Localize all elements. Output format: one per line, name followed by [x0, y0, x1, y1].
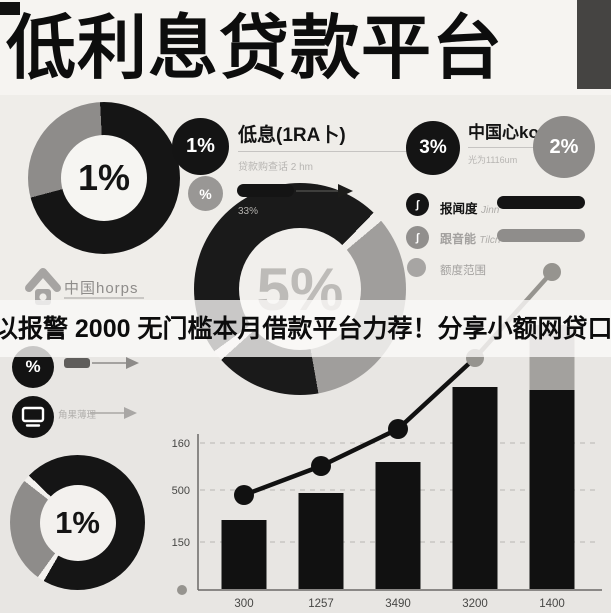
right-row-2-sub: Tilcn — [479, 235, 501, 246]
mid-title: 低息(1RA卜) — [238, 125, 346, 146]
right-row-1-label: 报闻度 — [440, 202, 478, 216]
monitor-row-label: 角果薄理 — [58, 410, 97, 421]
percent-row-bar — [64, 358, 90, 368]
right-row-1-sub: Jinn — [481, 205, 500, 216]
mid-title-underline — [238, 151, 413, 152]
right-percent-badge: 3% — [406, 121, 460, 175]
trend-point — [311, 456, 331, 476]
trend-point — [234, 485, 254, 505]
right-title-underline — [468, 147, 590, 148]
header-corner-chip — [0, 2, 20, 15]
monitor-icon — [21, 406, 45, 427]
x-tick-label: 300 — [234, 598, 253, 610]
axis-origin-dot — [177, 585, 187, 595]
top-left-donut-chart: 1% — [28, 102, 180, 254]
trend-point — [388, 419, 408, 439]
right-row-2-bar — [497, 229, 585, 242]
right-row-2: 跟音能 Tilcn — [440, 230, 500, 247]
brand-name: 中国horps — [64, 280, 139, 297]
right-row-1-bar — [497, 196, 585, 209]
headline-banner: 么样可以报警 2000 无门槛本月借款平台力荐！分享小额网贷口子2000 — [0, 300, 611, 357]
x-tick-label: 1257 — [308, 598, 334, 610]
bar — [221, 520, 267, 589]
bar — [298, 493, 344, 589]
monitor-circle — [12, 396, 54, 438]
person-icon: ʃ — [406, 193, 429, 216]
bottom-left-donut-value: 1% — [55, 504, 100, 540]
x-tick-label: 3200 — [462, 598, 488, 610]
right-row-1: 报闻度 Jinn — [440, 198, 499, 217]
bar — [375, 462, 421, 589]
x-tick-label: 3490 — [385, 598, 411, 610]
right-row-3: 额度范围 — [440, 265, 486, 277]
header-right-block — [577, 0, 611, 89]
brand-underline — [64, 297, 144, 299]
top-left-donut-value: 1% — [77, 157, 131, 198]
bottom-left-donut-chart: 1% — [10, 455, 145, 590]
person-gray-icon: ʃ — [406, 226, 429, 249]
bullet-dot-icon — [407, 258, 426, 277]
percent-arrow-head-icon — [126, 357, 139, 369]
y-tick-label: 160 — [172, 438, 190, 450]
right-row-2-label: 跟音能 — [440, 232, 477, 246]
mid-progress-bar — [237, 184, 294, 197]
mid-percent-badge: 1% — [172, 118, 229, 175]
mid-subtitle: 贷款购查话 2 hm — [238, 162, 314, 173]
headline-text: 么样可以报警 2000 无门槛本月借款平台力荐！分享小额网贷口子2000 — [0, 315, 611, 343]
header-bar — [0, 0, 611, 95]
x-tick-label: 1400 — [539, 598, 565, 610]
top-left-donut-hole: 1% — [61, 135, 147, 221]
mid-progress-label: 33% — [238, 206, 259, 217]
percent-symbol-badge: % — [188, 176, 223, 211]
center-donut-chart: 5% — [194, 183, 406, 395]
right-subtitle: 光为1116um — [468, 155, 518, 165]
bar — [529, 390, 575, 589]
monitor-arrow-head-icon — [124, 407, 137, 419]
bottom-left-donut-hole: 1% — [39, 484, 116, 561]
y-tick-label: 150 — [172, 537, 190, 549]
y-tick-label: 500 — [172, 485, 190, 497]
page-title: 低利息贷款平台 — [6, 9, 503, 87]
side-percent-badge: 2% — [533, 116, 595, 178]
bar — [452, 387, 498, 589]
